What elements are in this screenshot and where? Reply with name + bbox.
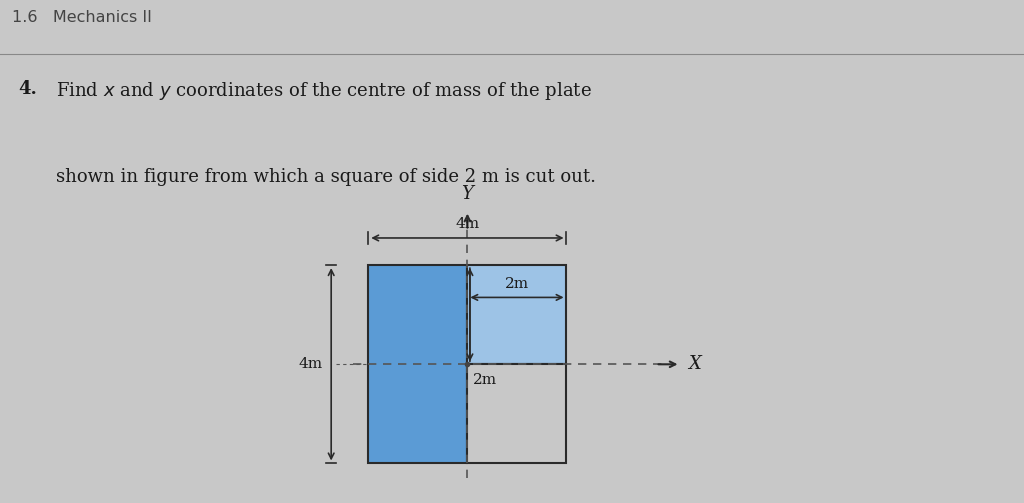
Text: 2m: 2m [505,278,529,291]
Text: 4m: 4m [456,217,479,230]
Text: 2m: 2m [473,373,498,387]
Polygon shape [467,364,566,463]
Text: 1.6   Mechanics II: 1.6 Mechanics II [12,10,153,25]
Polygon shape [467,265,566,364]
Text: 4.: 4. [18,80,37,98]
Text: Y: Y [462,185,473,203]
Text: shown in figure from which a square of side 2 m is cut out.: shown in figure from which a square of s… [56,168,596,186]
Text: Find $x$ and $y$ coordinates of the centre of mass of the plate: Find $x$ and $y$ coordinates of the cent… [56,80,592,102]
Polygon shape [369,265,467,463]
Text: 4m: 4m [298,357,323,371]
Text: X: X [688,355,700,373]
